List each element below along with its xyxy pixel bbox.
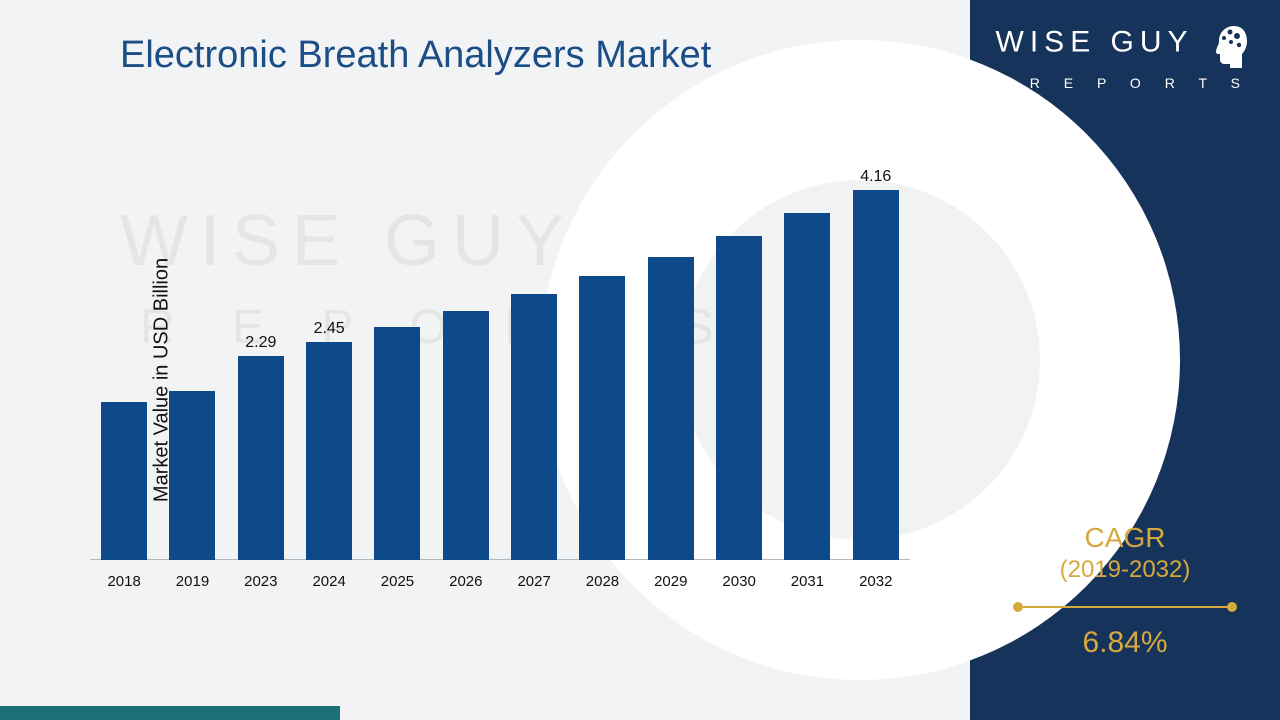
x-tick-label: 2028 [572, 573, 632, 590]
bar-wrap [709, 236, 769, 560]
bar-chart: Market Value in USD Billion 2.292.454.16… [50, 160, 910, 600]
bar [784, 213, 830, 560]
x-tick-label: 2030 [709, 573, 769, 590]
bar [306, 342, 352, 560]
bar [443, 311, 489, 560]
bar [579, 276, 625, 560]
x-tick-label: 2032 [846, 573, 906, 590]
logo-head-icon [1204, 22, 1250, 73]
bar-wrap [367, 327, 427, 560]
x-tick-label: 2024 [299, 573, 359, 590]
x-tick-label: 2025 [367, 573, 427, 590]
x-tick-label: 2029 [641, 573, 701, 590]
x-tick-label: 2018 [94, 573, 154, 590]
logo-line-2: R E P O R T S [996, 75, 1250, 91]
footer-accent-bar [0, 706, 340, 720]
bar-wrap [777, 213, 837, 560]
chart-title: Electronic Breath Analyzers Market [120, 34, 711, 77]
x-tick-label: 2027 [504, 573, 564, 590]
bar-wrap: 2.45 [299, 342, 359, 560]
bar-wrap [641, 257, 701, 560]
cagr-range: (2019-2032) [1010, 556, 1240, 584]
bar-wrap: 2.29 [231, 356, 291, 560]
bar [853, 190, 899, 560]
x-labels-container: 2018 2019 2023 2024 2025 2026 2027 2028 2029 2030… [90, 573, 910, 590]
bar-wrap [436, 311, 496, 560]
bar [716, 236, 762, 560]
bar [511, 294, 557, 560]
bar-value-label: 2.29 [231, 334, 291, 352]
bars-container: 2.292.454.16 [90, 160, 910, 560]
bar [101, 402, 147, 560]
brand-logo: WISE GUY R E P O R T S [996, 22, 1250, 91]
bar-wrap [162, 391, 222, 560]
bar-wrap [572, 276, 632, 560]
logo-line-1: WISE GUY [996, 26, 1194, 59]
bar [374, 327, 420, 560]
cagr-block: CAGR (2019-2032) 6.84% [1010, 522, 1240, 660]
page-root: WISE GUY R E P O R T S Electronic Breath… [0, 0, 1280, 720]
bar [169, 391, 215, 560]
bar-wrap [94, 402, 154, 560]
x-tick-label: 2026 [436, 573, 496, 590]
bar-wrap: 4.16 [846, 190, 906, 560]
cagr-value: 6.84% [1010, 626, 1240, 660]
x-tick-label: 2019 [162, 573, 222, 590]
cagr-title: CAGR [1010, 522, 1240, 554]
bar-wrap [504, 294, 564, 560]
x-tick-label: 2023 [231, 573, 291, 590]
bar [238, 356, 284, 560]
cagr-divider [1018, 606, 1232, 608]
bar-value-label: 2.45 [299, 320, 359, 338]
x-tick-label: 2031 [777, 573, 837, 590]
bar [648, 257, 694, 560]
bar-value-label: 4.16 [846, 168, 906, 186]
